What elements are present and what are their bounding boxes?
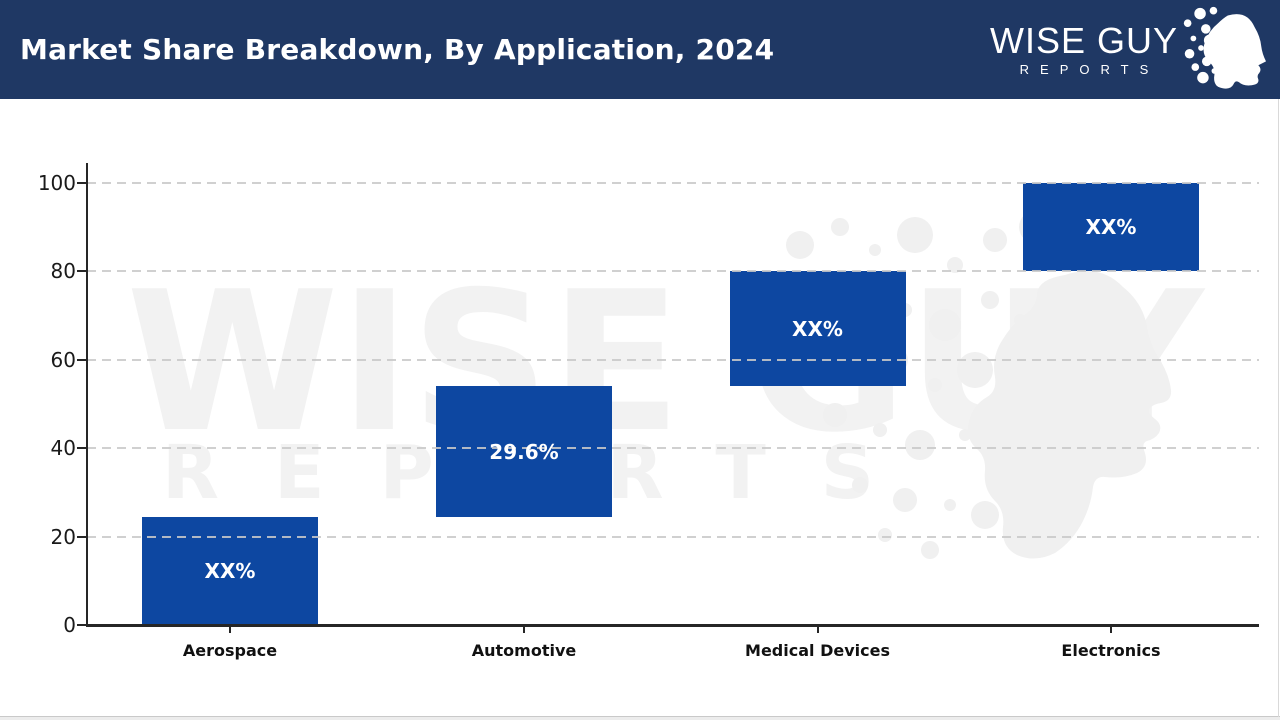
h-gridline [87, 182, 1259, 184]
right-border [1278, 99, 1279, 717]
logo-tagline: REPORTS [1019, 62, 1160, 77]
y-axis-tick [77, 624, 87, 626]
bar-value-label: XX% [1085, 215, 1137, 240]
h-gridline [87, 447, 1259, 450]
h-gridline [87, 270, 1259, 273]
bottom-strip [0, 717, 1280, 720]
y-axis-tick-label: 100 [37, 171, 76, 195]
page-title: Market Share Breakdown, By Application, … [20, 33, 775, 66]
y-axis-tick-label: 20 [50, 524, 76, 549]
waterfall-bar [142, 517, 318, 625]
y-axis-tick [77, 358, 87, 361]
x-category-label: Medical Devices [745, 641, 890, 660]
y-axis-tick-label: 80 [50, 259, 76, 284]
bar-value-label: XX% [792, 316, 843, 341]
y-axis-tick [77, 182, 87, 184]
logo-brand: WISE GUY [989, 20, 1178, 61]
y-axis-line [86, 163, 88, 627]
bar-value-label: XX% [204, 559, 256, 584]
bottom-border [0, 716, 1280, 717]
y-axis-tick [77, 447, 87, 450]
x-category-label: Automotive [471, 641, 577, 660]
waterfall-bar [729, 271, 906, 387]
y-axis-tick-label: 40 [50, 436, 76, 461]
x-axis-tick [1110, 627, 1112, 633]
header: Market Share Breakdown, By Application, … [0, 0, 1280, 99]
x-axis-line [86, 624, 1259, 627]
x-category-label: Electronics [1061, 641, 1161, 660]
logo-text: WISE GUY REPORTS [989, 20, 1178, 77]
x-axis-tick [816, 627, 819, 633]
wise-guy-logo: WISE GUY REPORTS [990, 4, 1266, 96]
y-axis-tick [77, 535, 87, 538]
waterfall-bar [1023, 183, 1199, 272]
x-category-label: Aerospace [182, 641, 278, 660]
x-axis-tick [229, 627, 231, 633]
h-gridline [87, 358, 1259, 361]
waterfall-bar [436, 386, 612, 518]
y-axis-tick-label: 0 [63, 613, 76, 637]
x-axis-tick [523, 627, 525, 633]
y-axis-tick-label: 60 [50, 347, 76, 372]
h-gridline [87, 535, 1259, 538]
y-axis-tick [77, 270, 87, 273]
head-dots-logo-icon [1180, 4, 1266, 96]
bar-value-label: 29.6% [489, 439, 559, 464]
